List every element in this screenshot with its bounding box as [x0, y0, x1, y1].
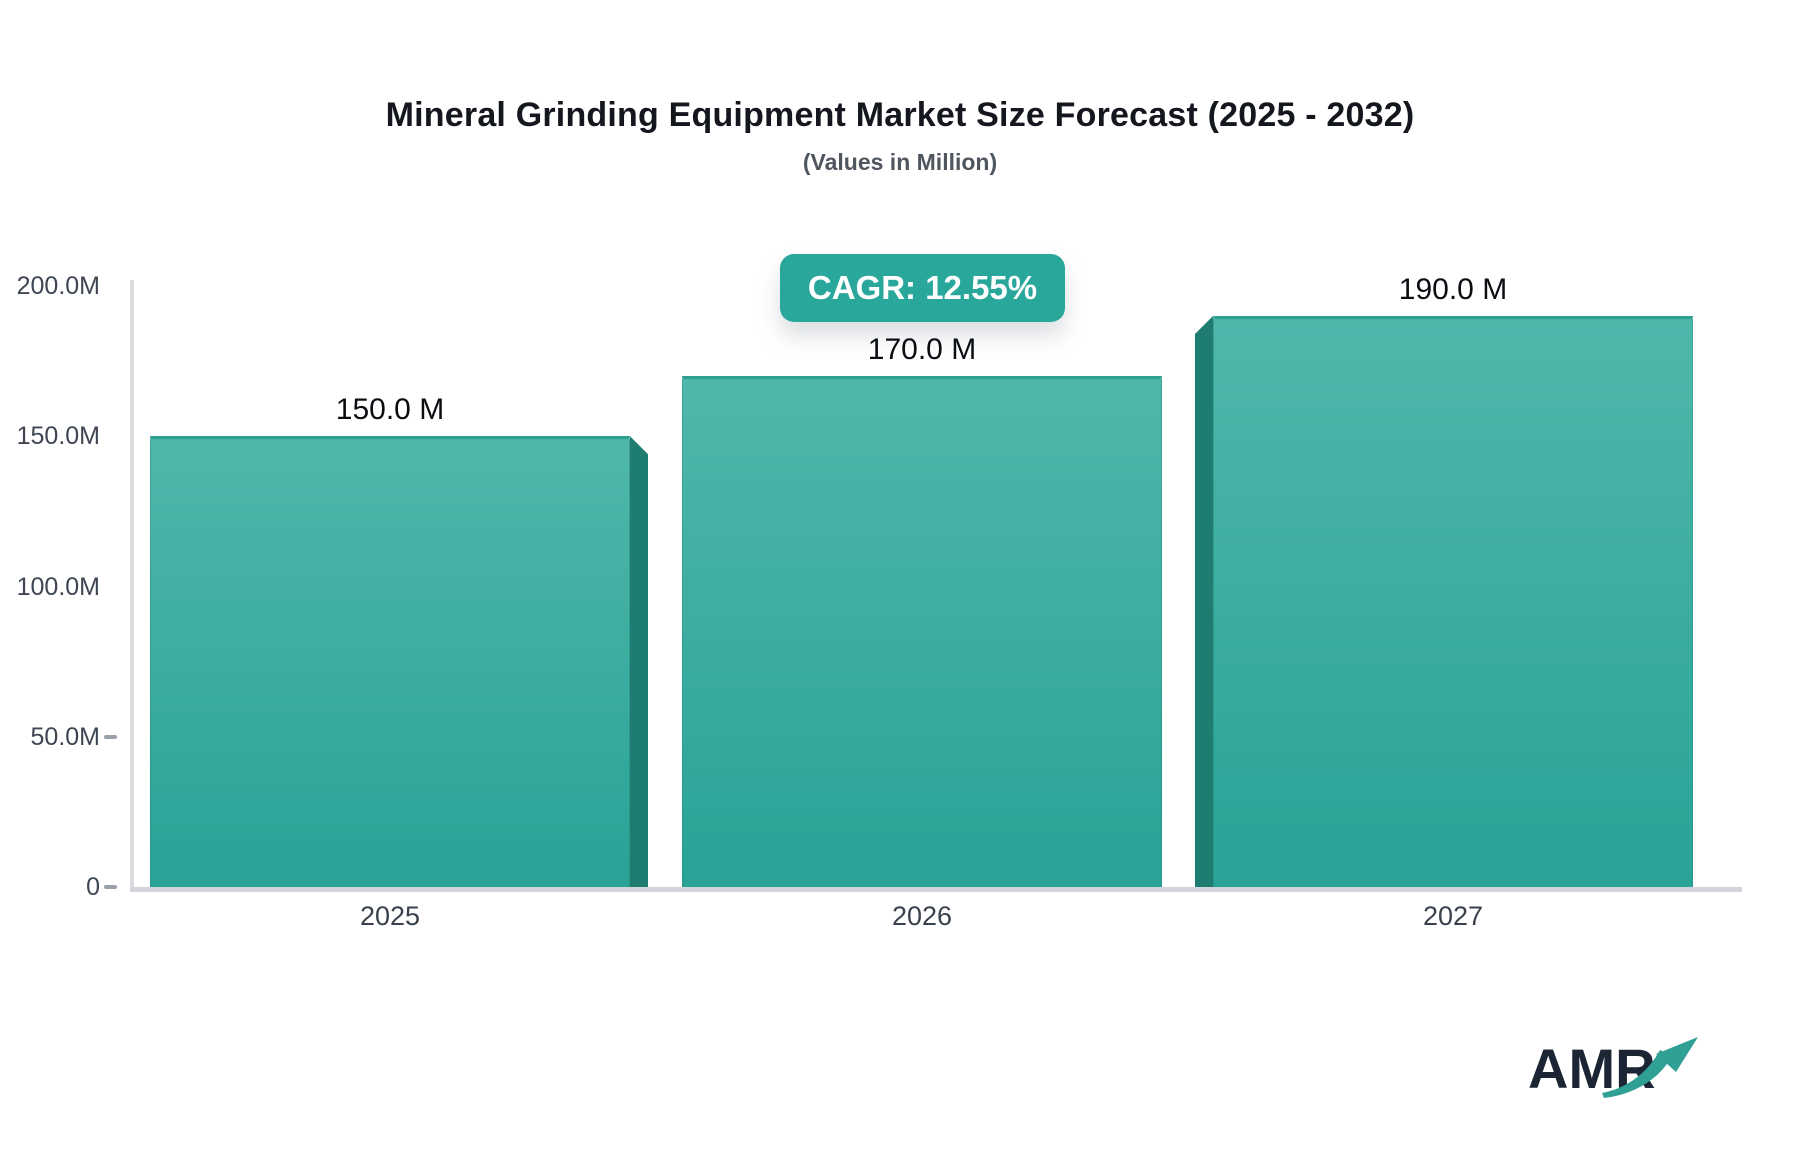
bar-2027-side-face [1195, 316, 1213, 887]
bar-value-label-2026: 170.0 M [867, 333, 977, 367]
y-axis-tick-label-50.0M: 50.0M [30, 722, 100, 751]
y-axis-tick-label-0: 0 [86, 873, 100, 901]
growth-arrow-icon [1602, 1037, 1698, 1098]
chart-subtitle: (Values in Million) [802, 149, 998, 175]
bar-2026[interactable] [682, 376, 1162, 887]
bar-2025[interactable] [150, 436, 630, 887]
x-axis-line [130, 887, 1742, 892]
x-axis-label-2025: 2025 [359, 901, 421, 931]
bar-2025-side-face [630, 436, 648, 887]
y-axis-tick-label-200.0M: 200.0M [16, 272, 100, 300]
y-axis-line [130, 280, 134, 892]
bar-value-label-2027: 190.0 M [1398, 273, 1508, 307]
amr-logo: AMR [1528, 1030, 1728, 1114]
x-axis-label-2027: 2027 [1422, 901, 1484, 931]
y-axis-tick-label-100.0M: 100.0M [16, 572, 100, 601]
x-axis-label-2026: 2026 [891, 901, 953, 931]
y-axis-tick-label-150.0M: 150.0M [16, 422, 100, 451]
chart-title: Mineral Grinding Equipment Market Size F… [385, 96, 1415, 134]
y-axis-tick-mark-50.0M [104, 734, 117, 739]
bar-value-label-2025: 150.0 M [335, 393, 445, 427]
cagr-badge: CAGR: 12.55% [780, 254, 1065, 322]
y-axis-tick-mark-0 [104, 885, 117, 889]
bar-2027[interactable] [1213, 316, 1693, 887]
cagr-badge-label: CAGR: 12.55% [807, 269, 1038, 306]
